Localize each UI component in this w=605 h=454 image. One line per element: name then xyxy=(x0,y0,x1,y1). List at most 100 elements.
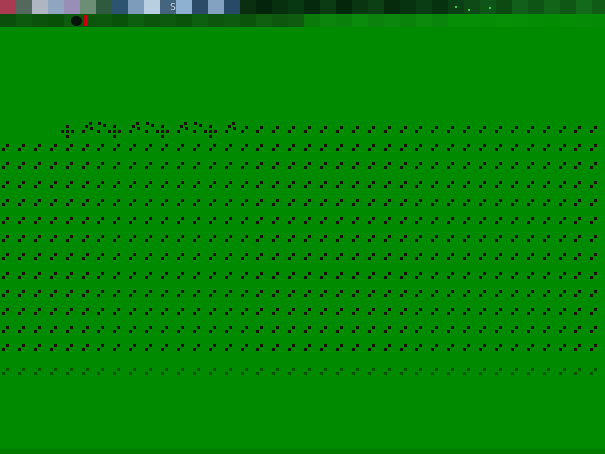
pattern-dash-mark xyxy=(50,348,53,351)
pattern-dash-mark xyxy=(479,330,482,333)
game-field[interactable] xyxy=(0,27,605,454)
pattern-dash-mark xyxy=(495,372,498,375)
pattern-dash-mark xyxy=(193,330,196,333)
noise-block xyxy=(32,14,48,27)
pattern-dash-mark xyxy=(320,372,323,375)
pattern-dash-mark xyxy=(511,330,514,333)
pattern-dash-mark xyxy=(97,312,100,315)
pattern-dash-mark xyxy=(447,372,450,375)
pattern-dash-mark xyxy=(288,330,291,333)
pattern-dash-mark xyxy=(145,185,148,188)
pattern-dash-mark xyxy=(256,166,259,169)
pattern-dash-mark xyxy=(113,348,116,351)
pattern-dash-mark xyxy=(145,221,148,224)
noise-block xyxy=(496,14,512,27)
pattern-dash-mark xyxy=(574,166,577,169)
bright-speck xyxy=(468,9,470,11)
pattern-dash-mark xyxy=(511,276,514,279)
menu-black-blob-icon xyxy=(71,16,82,26)
pattern-dash-mark xyxy=(272,276,275,279)
pattern-dash-mark xyxy=(129,330,132,333)
pattern-dash-mark xyxy=(543,203,546,206)
pattern-dash-mark xyxy=(145,148,148,151)
noise-block xyxy=(112,0,128,14)
pattern-dash-mark xyxy=(288,348,291,351)
pattern-dash-mark xyxy=(431,239,434,242)
pattern-dash-mark xyxy=(288,276,291,279)
pattern-dash-mark xyxy=(34,221,37,224)
pattern-dash-mark xyxy=(463,221,466,224)
noise-block xyxy=(160,0,176,14)
pattern-dash-mark xyxy=(574,203,577,206)
pattern-dash-mark xyxy=(113,166,116,169)
pattern-dash-mark xyxy=(574,330,577,333)
pattern-dash-mark xyxy=(336,203,339,206)
pattern-dash-mark xyxy=(574,312,577,315)
pattern-dash-mark xyxy=(527,372,530,375)
pattern-dash-mark xyxy=(177,166,180,169)
pattern-dash-mark xyxy=(320,221,323,224)
pattern-dash-mark xyxy=(463,239,466,242)
pattern-dash-mark xyxy=(511,348,514,351)
pattern-dash-mark xyxy=(479,130,482,133)
pattern-dash-mark xyxy=(415,294,418,297)
pattern-dash-mark xyxy=(415,312,418,315)
pattern-dash-mark xyxy=(225,276,228,279)
pattern-dash-mark xyxy=(447,185,450,188)
pattern-dash-mark xyxy=(97,148,100,151)
pattern-dash-mark xyxy=(447,148,450,151)
pattern-dash-mark xyxy=(463,185,466,188)
pattern-dash-mark xyxy=(256,372,259,375)
pattern-dash-mark xyxy=(447,166,450,169)
pattern-dash-mark xyxy=(209,203,212,206)
pattern-dash-mark xyxy=(431,348,434,351)
pattern-dash-mark xyxy=(82,203,85,206)
pattern-dash-mark xyxy=(590,294,593,297)
pattern-dash-mark xyxy=(336,221,339,224)
pattern-dash-mark xyxy=(50,166,53,169)
pattern-dash-mark xyxy=(177,257,180,260)
pattern-dash-mark xyxy=(336,166,339,169)
noise-block xyxy=(224,0,240,14)
pattern-dash-mark xyxy=(511,148,514,151)
pattern-dash-mark xyxy=(161,166,164,169)
pattern-dash-mark xyxy=(225,372,228,375)
pattern-dash-mark xyxy=(34,330,37,333)
pattern-dash-mark xyxy=(400,148,403,151)
pattern-dash-mark xyxy=(574,221,577,224)
pattern-dash-mark xyxy=(50,239,53,242)
pattern-dash-mark xyxy=(495,221,498,224)
pattern-dash-mark xyxy=(400,312,403,315)
pattern-dash-mark xyxy=(336,294,339,297)
pattern-dash-mark xyxy=(447,130,450,133)
pattern-dash-mark xyxy=(241,348,244,351)
pattern-dash-mark xyxy=(145,276,148,279)
pattern-dash-mark xyxy=(256,257,259,260)
pattern-dash-mark xyxy=(527,185,530,188)
pattern-dash-mark xyxy=(384,185,387,188)
pattern-dash-mark xyxy=(559,166,562,169)
pattern-dash-mark xyxy=(161,203,164,206)
noise-block xyxy=(416,14,432,27)
pattern-dash-mark xyxy=(161,257,164,260)
pattern-dash-mark xyxy=(288,239,291,242)
pattern-dash-mark xyxy=(447,312,450,315)
pattern-dash-mark xyxy=(447,239,450,242)
noise-block xyxy=(320,14,336,27)
pattern-dash-mark xyxy=(272,239,275,242)
pattern-dash-mark xyxy=(256,294,259,297)
noise-block xyxy=(80,0,96,14)
pattern-dash-mark xyxy=(34,276,37,279)
pattern-dash-mark xyxy=(2,372,5,375)
noise-block xyxy=(576,0,592,14)
pattern-dash-mark xyxy=(352,203,355,206)
pattern-dash-mark xyxy=(400,221,403,224)
pattern-dash-mark xyxy=(66,276,69,279)
pattern-dash-mark xyxy=(543,185,546,188)
pattern-dash-mark xyxy=(177,348,180,351)
pattern-dash-mark xyxy=(320,203,323,206)
pattern-dash-mark xyxy=(97,294,100,297)
pattern-dash-mark xyxy=(463,330,466,333)
pattern-dash-mark xyxy=(256,330,259,333)
noise-block xyxy=(512,0,528,14)
